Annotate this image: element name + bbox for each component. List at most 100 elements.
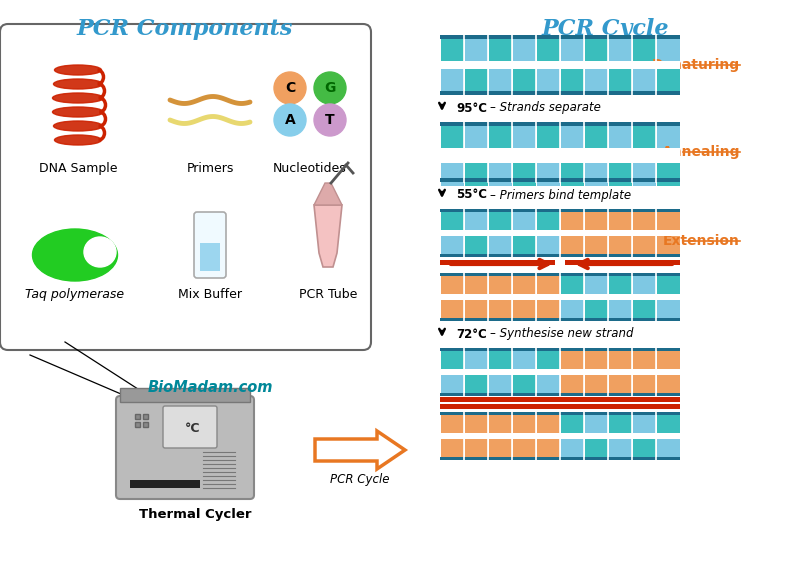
Bar — [200, 243, 220, 271]
Bar — [440, 300, 464, 318]
Bar — [584, 68, 607, 92]
Ellipse shape — [635, 291, 653, 298]
Bar — [488, 276, 512, 294]
Ellipse shape — [587, 436, 605, 443]
Bar — [536, 439, 559, 457]
Bar — [440, 212, 464, 230]
Bar — [560, 375, 583, 393]
Ellipse shape — [587, 158, 605, 167]
Ellipse shape — [659, 144, 677, 153]
Ellipse shape — [539, 296, 557, 303]
Bar — [560, 126, 583, 148]
Bar — [560, 68, 583, 92]
Ellipse shape — [515, 144, 533, 153]
Ellipse shape — [587, 227, 605, 234]
Ellipse shape — [659, 227, 677, 234]
Ellipse shape — [491, 430, 509, 437]
Bar — [565, 260, 680, 265]
Bar — [143, 414, 148, 419]
Ellipse shape — [539, 144, 557, 153]
Bar — [440, 260, 555, 265]
Ellipse shape — [635, 227, 653, 234]
Ellipse shape — [635, 436, 653, 443]
Ellipse shape — [467, 233, 485, 240]
Bar — [512, 163, 535, 186]
Text: Primers: Primers — [186, 162, 234, 175]
Bar — [512, 126, 535, 148]
Bar — [560, 276, 583, 294]
Ellipse shape — [443, 227, 461, 234]
Bar — [440, 457, 680, 460]
Bar — [536, 212, 559, 230]
Bar — [609, 439, 631, 457]
Bar — [135, 414, 140, 419]
Bar — [488, 300, 512, 318]
Ellipse shape — [659, 372, 677, 378]
Bar — [657, 351, 680, 369]
Bar — [536, 375, 559, 393]
Bar — [657, 39, 680, 61]
Ellipse shape — [587, 64, 605, 73]
Bar — [633, 236, 655, 254]
Bar — [464, 351, 488, 369]
Ellipse shape — [443, 291, 461, 298]
Bar — [135, 422, 140, 427]
Bar — [464, 439, 488, 457]
Ellipse shape — [635, 57, 653, 66]
Ellipse shape — [54, 65, 101, 75]
Bar — [512, 68, 535, 92]
Bar — [584, 375, 607, 393]
Ellipse shape — [491, 372, 509, 378]
Ellipse shape — [539, 227, 557, 234]
Bar — [609, 415, 631, 433]
Bar — [464, 236, 488, 254]
Ellipse shape — [491, 366, 509, 372]
Bar — [440, 163, 464, 186]
Ellipse shape — [635, 158, 653, 167]
Bar — [657, 300, 680, 318]
Ellipse shape — [515, 296, 533, 303]
Ellipse shape — [53, 93, 104, 103]
Bar — [488, 439, 512, 457]
Ellipse shape — [539, 233, 557, 240]
Bar — [464, 68, 488, 92]
Ellipse shape — [635, 144, 653, 153]
Bar — [609, 39, 631, 61]
Text: Extension: Extension — [663, 234, 740, 248]
Ellipse shape — [443, 296, 461, 303]
Ellipse shape — [33, 229, 117, 281]
Bar — [488, 163, 512, 186]
Ellipse shape — [467, 372, 485, 378]
Ellipse shape — [563, 366, 581, 372]
Bar — [560, 415, 583, 433]
Ellipse shape — [539, 436, 557, 443]
Bar — [584, 351, 607, 369]
Ellipse shape — [467, 227, 485, 234]
Ellipse shape — [587, 296, 605, 303]
Bar — [440, 61, 680, 68]
Bar — [440, 273, 680, 276]
Bar — [440, 348, 680, 351]
Bar — [584, 212, 607, 230]
Circle shape — [274, 104, 306, 136]
Bar — [657, 236, 680, 254]
Bar — [488, 236, 512, 254]
Bar — [464, 126, 488, 148]
FancyBboxPatch shape — [194, 212, 226, 278]
Ellipse shape — [515, 430, 533, 437]
Bar — [488, 212, 512, 230]
Ellipse shape — [467, 57, 485, 66]
Bar — [633, 300, 655, 318]
Bar — [536, 415, 559, 433]
Ellipse shape — [515, 436, 533, 443]
Bar — [130, 480, 200, 488]
Bar — [488, 351, 512, 369]
Bar — [440, 209, 680, 212]
Bar — [440, 92, 680, 95]
Ellipse shape — [659, 366, 677, 372]
Bar — [440, 439, 464, 457]
Bar — [143, 422, 148, 427]
Bar — [464, 375, 488, 393]
Bar — [633, 126, 655, 148]
Bar — [440, 236, 464, 254]
